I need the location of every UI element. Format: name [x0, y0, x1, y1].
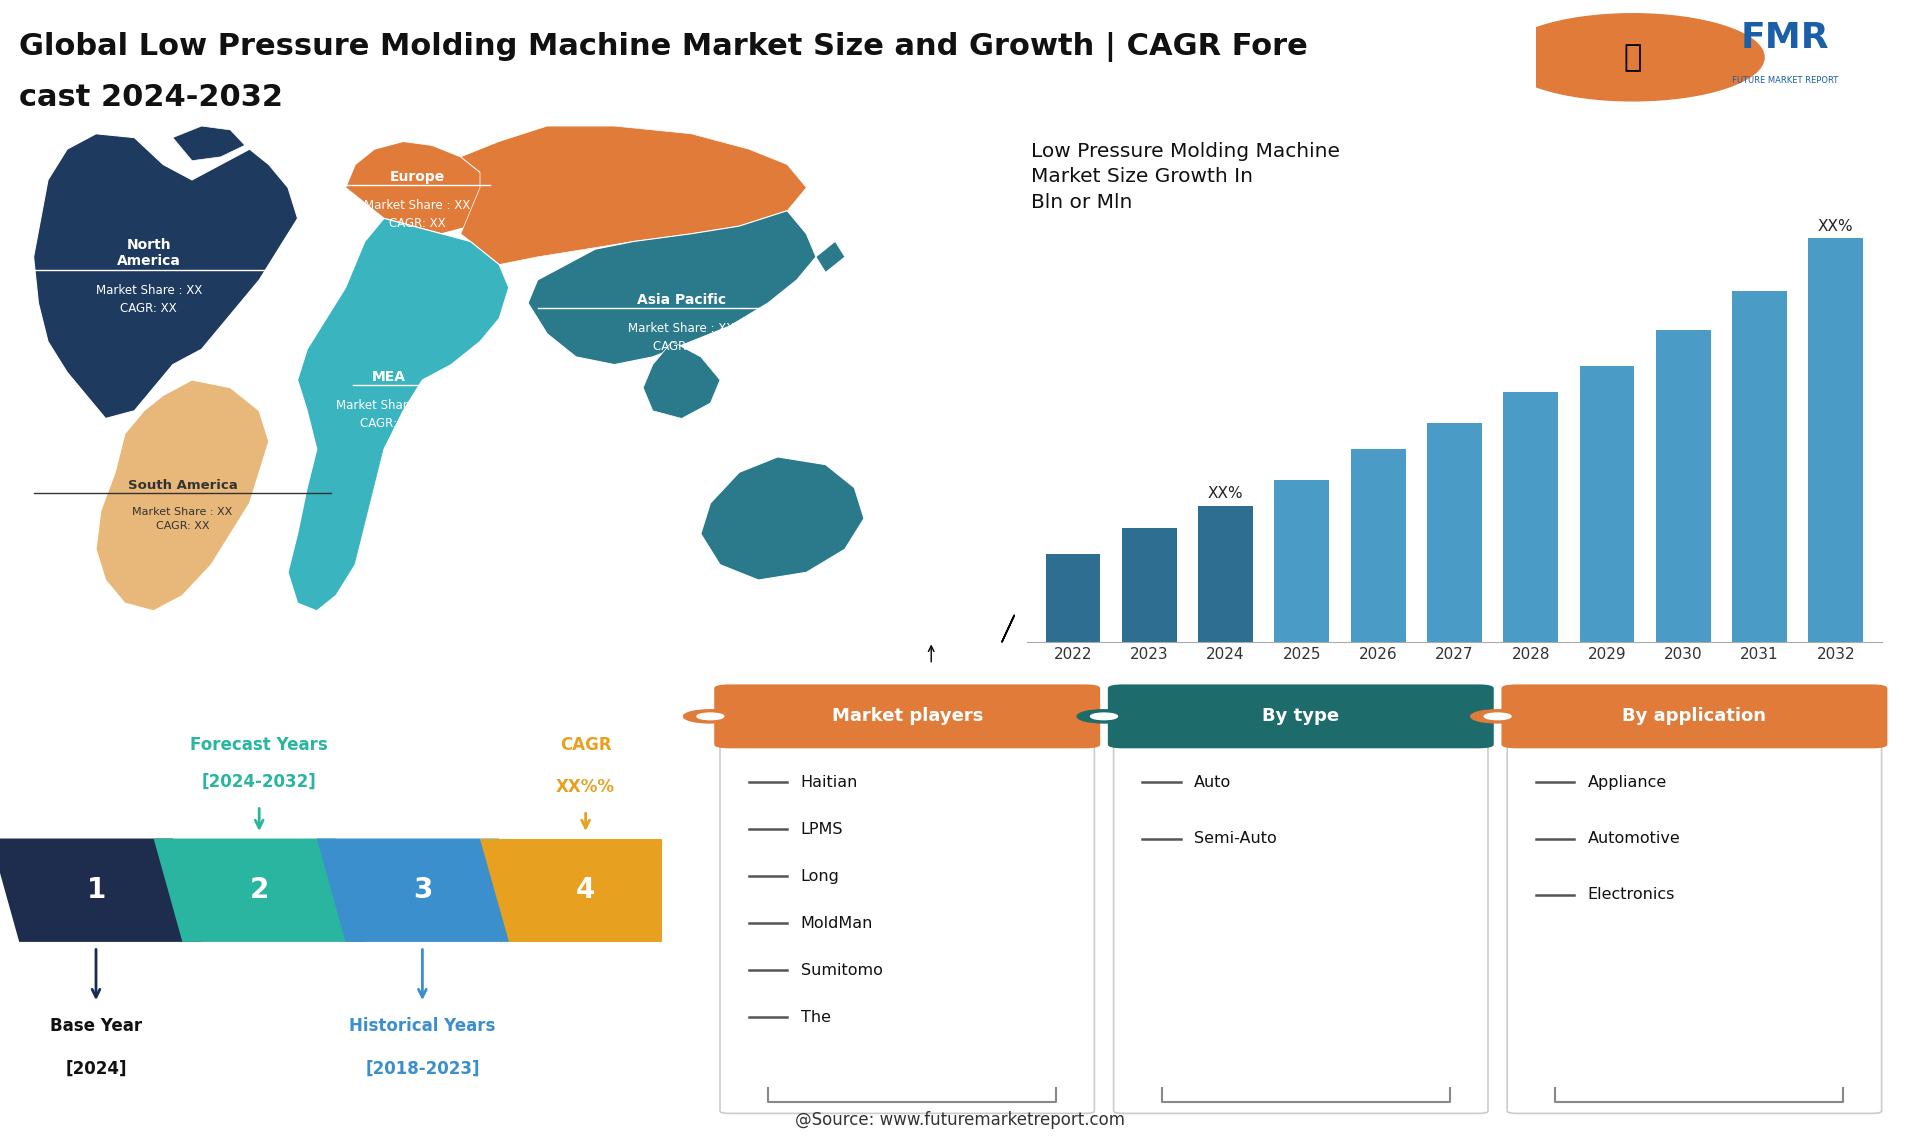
Text: Historical Years: Historical Years	[349, 1018, 495, 1036]
Bar	[1580, 366, 1634, 642]
Polygon shape	[816, 242, 845, 273]
Bar	[1121, 528, 1177, 642]
Polygon shape	[154, 839, 365, 942]
Text: CAGR: CAGR	[561, 736, 611, 754]
FancyBboxPatch shape	[720, 743, 1094, 1114]
Text: Auto: Auto	[1194, 775, 1231, 790]
FancyBboxPatch shape	[1507, 743, 1882, 1114]
Polygon shape	[528, 211, 816, 364]
Circle shape	[1091, 713, 1117, 720]
Text: LPMS: LPMS	[801, 822, 843, 837]
Text: MEA: MEA	[372, 370, 405, 384]
Text: FUTURE MARKET REPORT: FUTURE MARKET REPORT	[1732, 76, 1837, 85]
FancyBboxPatch shape	[1501, 684, 1887, 748]
Text: 2: 2	[250, 877, 269, 904]
Text: Asia Pacific: Asia Pacific	[637, 293, 726, 307]
Text: Market Share : XX
CAGR: XX: Market Share : XX CAGR: XX	[96, 284, 202, 315]
Text: Sumitomo: Sumitomo	[801, 963, 883, 978]
Bar	[1275, 479, 1329, 642]
Bar	[1198, 505, 1254, 642]
Text: cast 2024-2032: cast 2024-2032	[19, 84, 284, 112]
Circle shape	[1077, 709, 1131, 723]
Text: By application: By application	[1622, 707, 1766, 725]
Polygon shape	[461, 126, 806, 265]
Text: By type: By type	[1261, 707, 1340, 725]
Text: Long: Long	[801, 869, 839, 884]
Text: Market Share : XX
CAGR: XX: Market Share : XX CAGR: XX	[365, 199, 470, 230]
Text: Electronics: Electronics	[1588, 887, 1676, 902]
Circle shape	[697, 713, 724, 720]
Circle shape	[1484, 713, 1511, 720]
Text: Market Share : XX
CAGR: XX: Market Share : XX CAGR: XX	[132, 507, 232, 531]
Text: Market Share : XX
CAGR: XX: Market Share : XX CAGR: XX	[336, 399, 442, 430]
Polygon shape	[288, 219, 509, 611]
Polygon shape	[173, 126, 246, 160]
Bar	[1427, 423, 1482, 642]
Text: 3: 3	[413, 877, 432, 904]
Text: Base Year: Base Year	[50, 1018, 142, 1036]
Text: XX%: XX%	[1208, 486, 1244, 502]
Text: The: The	[801, 1010, 831, 1025]
Text: 🏃: 🏃	[1624, 42, 1642, 72]
Polygon shape	[317, 839, 528, 942]
Polygon shape	[33, 134, 298, 418]
Bar	[1503, 392, 1559, 642]
Text: North
America: North America	[117, 238, 180, 268]
Text: 4: 4	[576, 877, 595, 904]
Polygon shape	[0, 839, 202, 942]
Text: XX%%: XX%%	[557, 778, 614, 795]
FancyBboxPatch shape	[1114, 743, 1488, 1114]
Bar	[1350, 449, 1405, 642]
Text: Automotive: Automotive	[1588, 831, 1680, 846]
Text: Market players: Market players	[831, 707, 983, 725]
Text: Market Share : XX
CAGR: XX: Market Share : XX CAGR: XX	[628, 322, 735, 353]
Text: XX%: XX%	[1818, 219, 1853, 234]
Polygon shape	[96, 380, 269, 611]
Text: Haitian: Haitian	[801, 775, 858, 790]
Polygon shape	[701, 457, 864, 580]
Text: @Source: www.futuremarketreport.com: @Source: www.futuremarketreport.com	[795, 1112, 1125, 1130]
Text: Appliance: Appliance	[1588, 775, 1667, 790]
Bar	[1046, 554, 1100, 642]
Circle shape	[1501, 14, 1764, 101]
Text: MoldMan: MoldMan	[801, 916, 874, 931]
Text: Low Pressure Molding Machine
Market Size Growth In
Bln or Mln: Low Pressure Molding Machine Market Size…	[1031, 142, 1340, 212]
Polygon shape	[346, 141, 499, 234]
Circle shape	[1471, 709, 1524, 723]
Text: FMR: FMR	[1741, 21, 1830, 55]
Text: Global Low Pressure Molding Machine Market Size and Growth | CAGR Fore: Global Low Pressure Molding Machine Mark…	[19, 31, 1308, 62]
Bar	[1732, 291, 1788, 642]
Text: [2024]: [2024]	[65, 1060, 127, 1077]
Polygon shape	[480, 839, 662, 942]
Text: [2024-2032]: [2024-2032]	[202, 774, 317, 791]
Text: [2018-2023]: [2018-2023]	[365, 1060, 480, 1077]
FancyBboxPatch shape	[714, 684, 1100, 748]
Text: 1: 1	[86, 877, 106, 904]
FancyBboxPatch shape	[1108, 684, 1494, 748]
Text: South America: South America	[127, 479, 238, 492]
Circle shape	[684, 709, 737, 723]
Text: Semi-Auto: Semi-Auto	[1194, 831, 1277, 846]
Polygon shape	[643, 342, 720, 418]
Bar	[1655, 330, 1711, 642]
Text: Europe: Europe	[390, 170, 445, 183]
Bar	[1809, 238, 1862, 642]
Text: Forecast Years: Forecast Years	[190, 736, 328, 754]
